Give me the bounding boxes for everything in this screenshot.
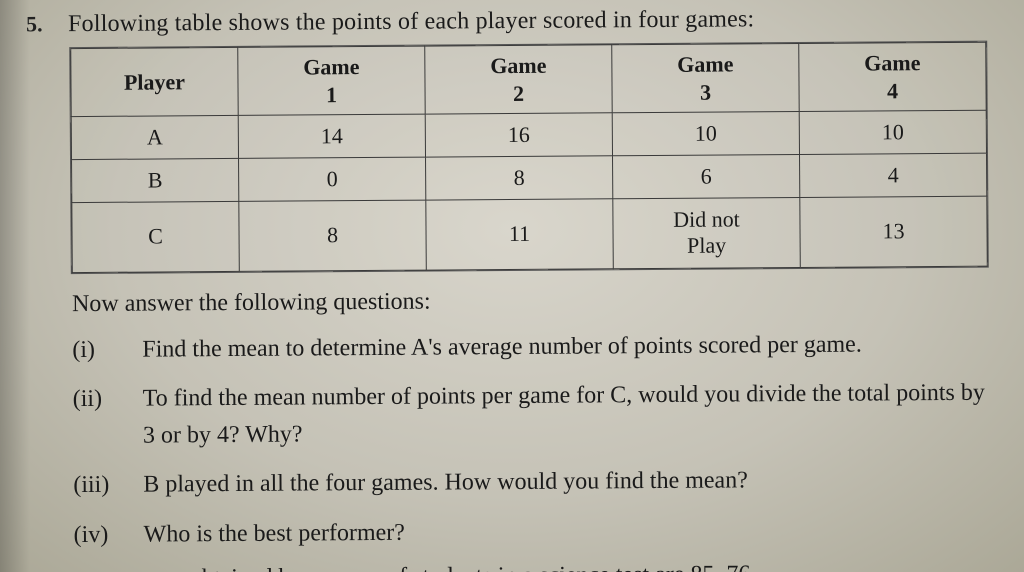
sub-question-list: (i) Find the mean to determine A's avera…	[72, 325, 1000, 553]
cell: 6	[613, 154, 800, 198]
sub-label: (iv)	[74, 516, 130, 554]
table-row: C 8 11 Did notPlay 13	[72, 196, 987, 272]
cell: 14	[238, 114, 425, 158]
col-header-game4: Game4	[799, 42, 986, 111]
cell: 8	[426, 156, 613, 200]
cell: 0	[239, 157, 426, 201]
cutoff-line: obtained by a group of students in a sci…	[190, 559, 1000, 572]
points-table: Player Game1 Game2 Game3 Game4 A 14 16 1…	[70, 42, 988, 273]
sub-text: Find the mean to determine A's average n…	[142, 326, 862, 368]
cell: 4	[799, 153, 986, 197]
cell-player: C	[72, 201, 239, 272]
cell: 8	[239, 200, 426, 271]
cell: 11	[426, 199, 613, 270]
cell-didnotplay: Did notPlay	[613, 197, 800, 268]
sub-question: (i) Find the mean to determine A's avera…	[72, 325, 998, 369]
sub-intro: Now answer the following questions:	[72, 284, 998, 317]
cell: 10	[799, 110, 986, 154]
col-header-player: Player	[71, 47, 238, 116]
sub-text: Who is the best performer?	[144, 514, 405, 553]
question-text: Following table shows the points of each…	[68, 6, 754, 38]
cell: 16	[425, 113, 612, 157]
question-number: 5.	[26, 11, 54, 37]
sub-label: (iii)	[73, 467, 129, 505]
sub-text: B played in all the four games. How woul…	[143, 463, 748, 504]
cell-player: A	[71, 115, 238, 159]
page-content: 5. Following table shows the points of e…	[26, 5, 1000, 572]
col-header-game1: Game1	[238, 46, 425, 115]
question-header: 5. Following table shows the points of e…	[26, 5, 996, 39]
sub-question: (iv) Who is the best performer?	[74, 510, 1000, 554]
table-row: B 0 8 6 4	[72, 153, 987, 202]
sub-question: (iii) B played in all the four games. Ho…	[73, 461, 999, 505]
table-header-row: Player Game1 Game2 Game3 Game4	[71, 42, 986, 116]
col-header-game2: Game2	[425, 45, 612, 114]
cell: 10	[612, 111, 799, 155]
sub-label: (ii)	[73, 381, 130, 456]
cell: 13	[800, 196, 987, 267]
cell-player: B	[72, 158, 239, 202]
sub-question: (ii) To find the mean number of points p…	[73, 375, 999, 456]
sub-label: (i)	[72, 331, 128, 369]
sub-text: To find the mean number of points per ga…	[143, 375, 999, 455]
col-header-game3: Game3	[612, 43, 799, 112]
table-row: A 14 16 10 10	[71, 110, 986, 159]
